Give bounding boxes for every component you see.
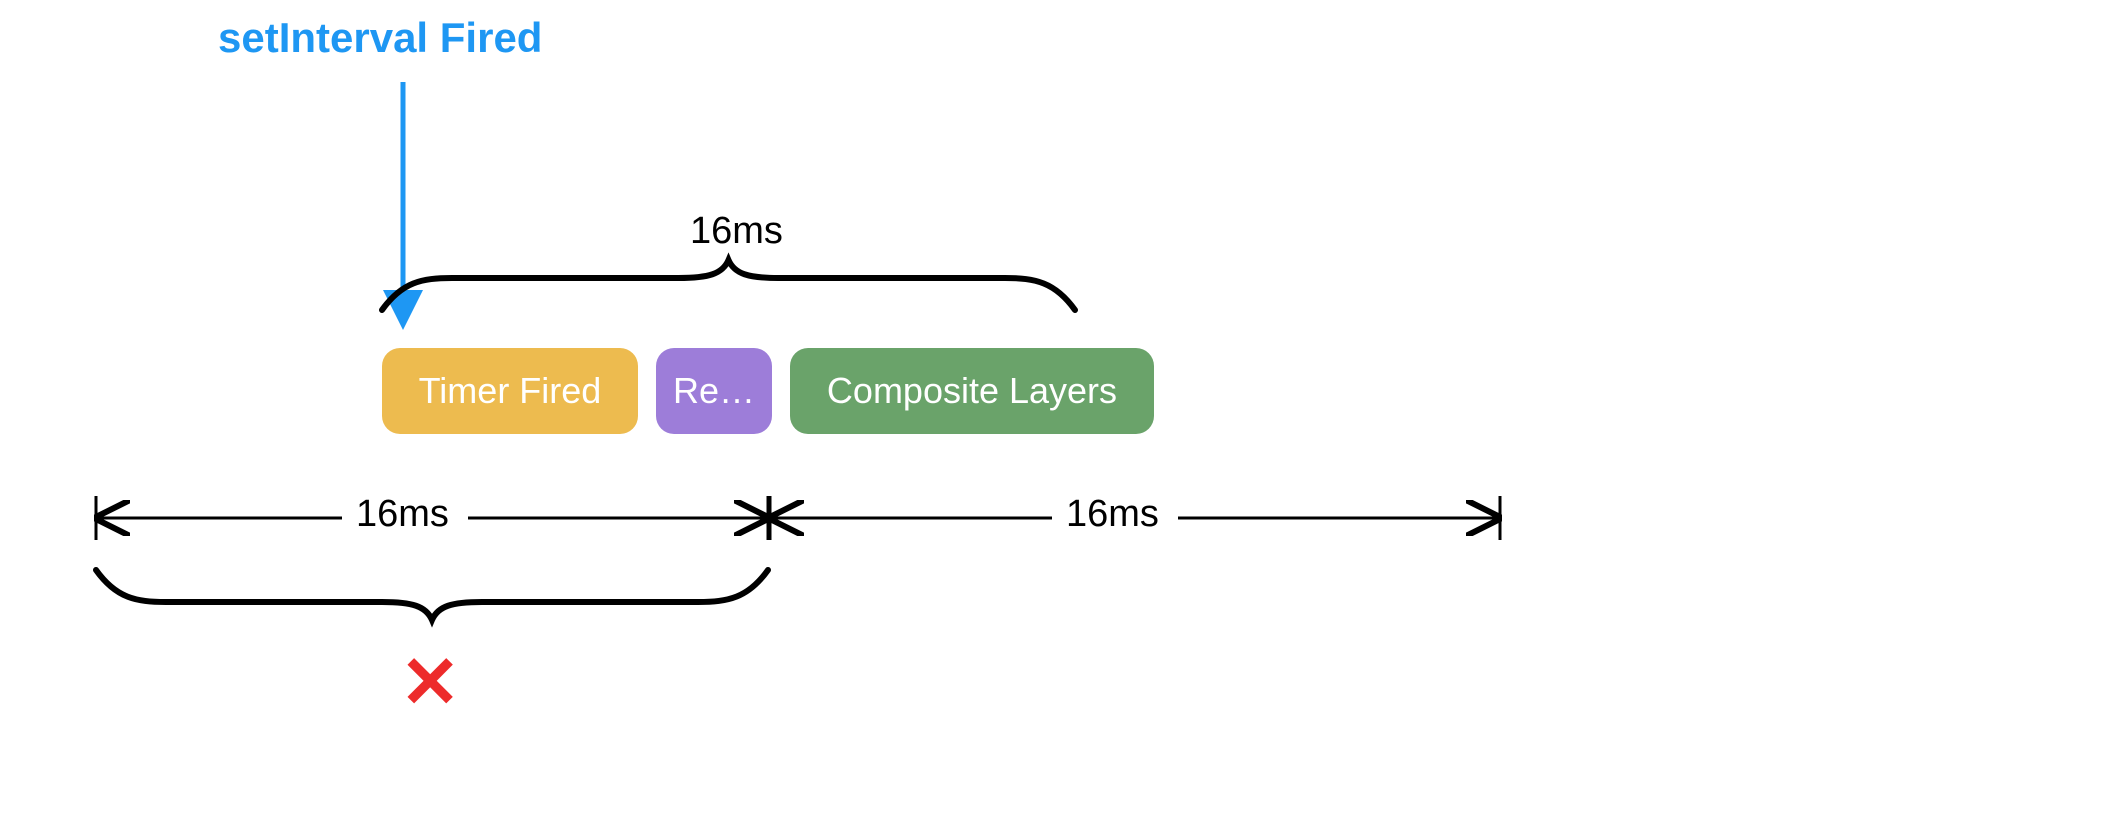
x-mark-icon: ✕ (400, 640, 460, 724)
title-label: setInterval Fired (218, 14, 542, 62)
block-recalc: Re… (656, 348, 772, 434)
block-timer-fired: Timer Fired (382, 348, 638, 434)
dimension-label-left: 16ms (350, 493, 455, 536)
block-composite: Composite Layers (790, 348, 1154, 434)
block-timer-fired-label: Timer Fired (419, 370, 602, 412)
dimension-label-right: 16ms (1060, 493, 1165, 536)
timespan-top-label: 16ms (690, 210, 783, 253)
block-recalc-label: Re… (673, 370, 755, 412)
block-composite-label: Composite Layers (827, 370, 1117, 412)
